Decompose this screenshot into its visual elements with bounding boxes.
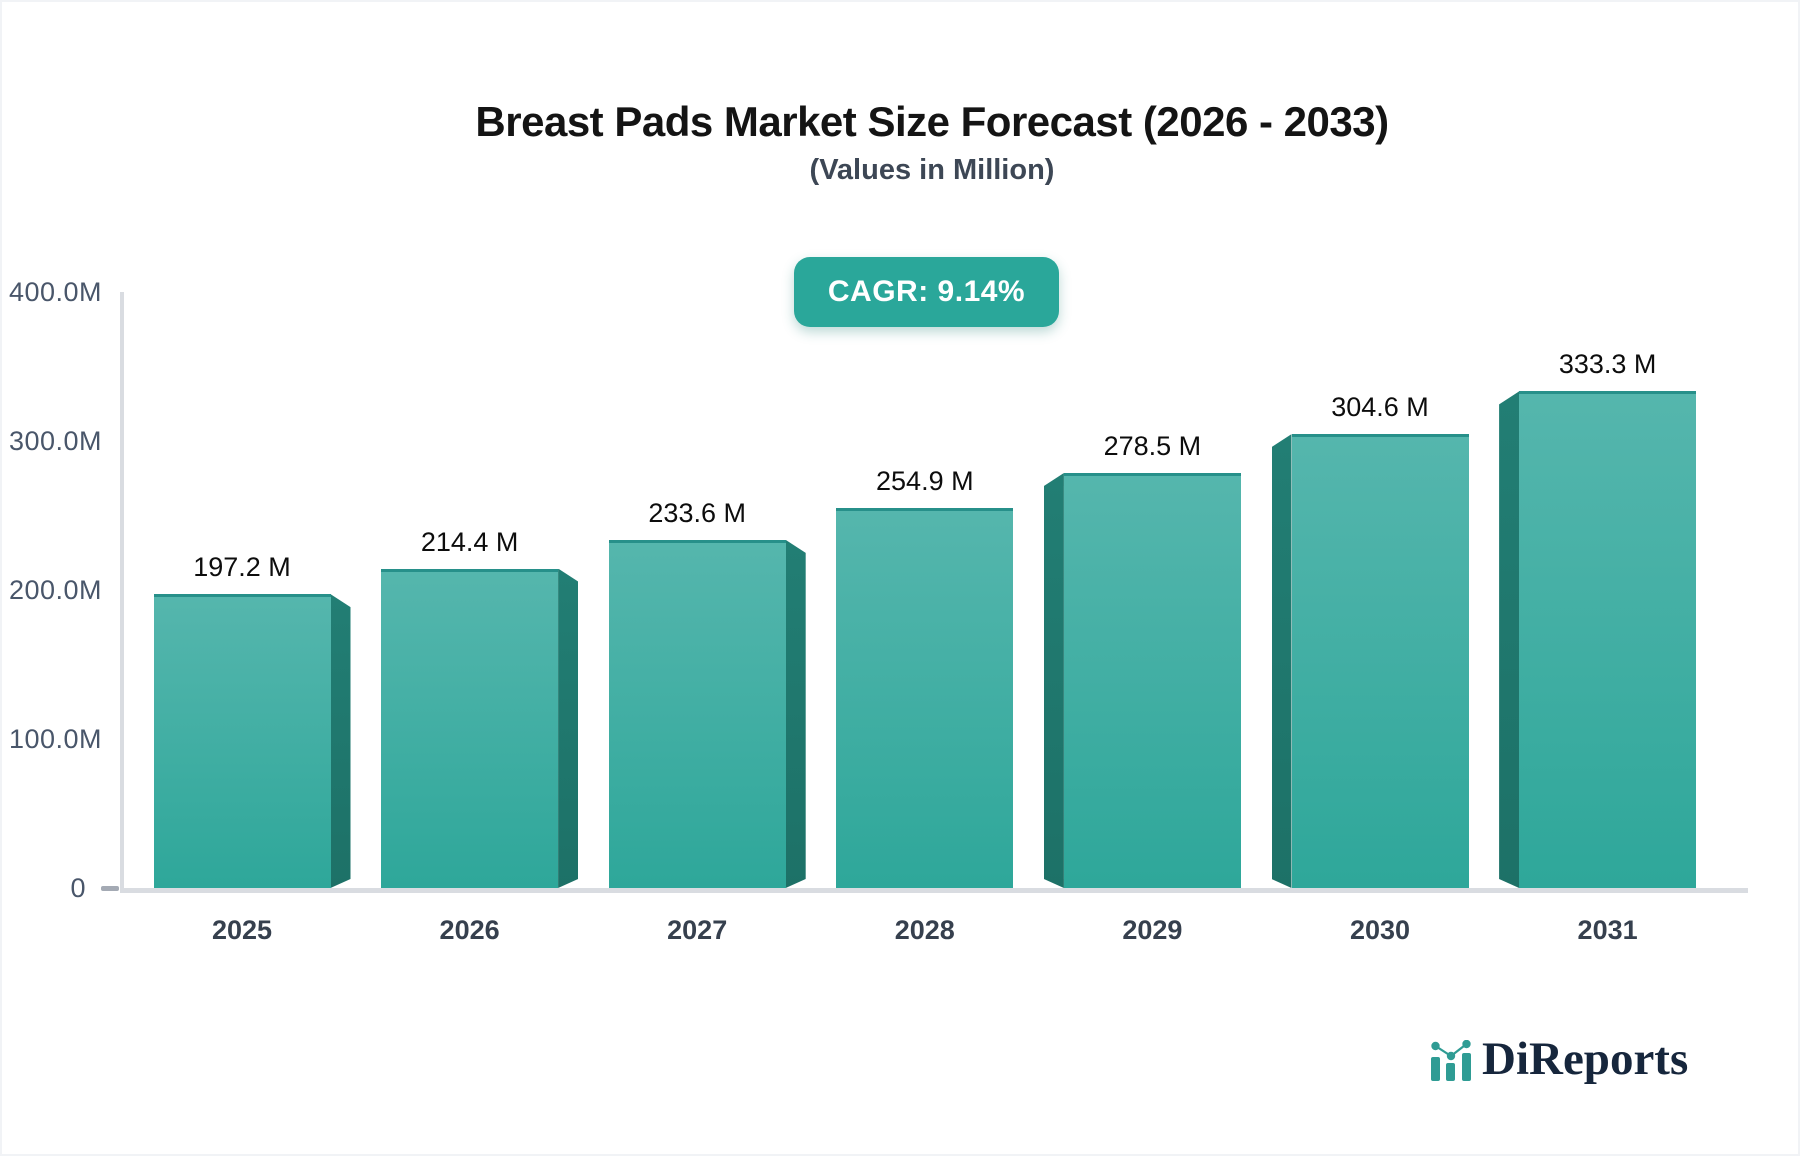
bar: [1291, 434, 1469, 888]
bar-value-label: 278.5 M: [1103, 431, 1202, 462]
x-axis-category-label: 2027: [667, 915, 728, 945]
y-tick-label: 200.0M: [8, 575, 102, 605]
direports-logo: DiReports: [1430, 1036, 1688, 1083]
chart-title: Breast Pads Market Size Forecast (2026 -…: [475, 98, 1389, 145]
bar: [153, 594, 331, 888]
bar-3d-side: [331, 594, 351, 888]
y-tick-label: 300.0M: [8, 426, 102, 456]
bar: [836, 508, 1014, 888]
cagr-badge: CAGR: 9.14%: [794, 257, 1059, 327]
mini-bar-line-chart-icon: [1431, 1040, 1471, 1081]
y-tick-label: 400.0M: [8, 277, 102, 307]
x-axis-origin-tick: [101, 886, 119, 891]
bar-value-label: 333.3 M: [1558, 349, 1657, 380]
bar-value-label: 233.6 M: [648, 497, 746, 528]
chart-subtitle: (Values in Million): [809, 154, 1055, 186]
bar-value-label: 304.6 M: [1331, 392, 1429, 423]
y-axis-line: [120, 292, 124, 889]
x-axis-category-label: 2029: [1122, 915, 1183, 945]
bar-3d-side: [786, 540, 806, 888]
x-axis-category-label: 2025: [211, 915, 273, 945]
bar-value-label: 254.9 M: [876, 466, 974, 497]
bar: [381, 568, 559, 888]
bar: [608, 539, 786, 888]
x-axis-category-label: 2031: [1577, 915, 1638, 945]
x-axis-line: [120, 888, 1748, 893]
bar-3d-side: [1499, 391, 1519, 888]
x-axis-category-label: 2030: [1349, 915, 1411, 945]
x-axis-category-label: 2028: [894, 915, 955, 945]
x-axis-category-label: 2026: [439, 915, 500, 945]
bar-3d-side: [558, 569, 578, 888]
y-tick-label: 0: [70, 873, 86, 903]
bar-value-label: 197.2 M: [193, 552, 291, 583]
bar: [1519, 391, 1697, 888]
bar-3d-side: [1272, 434, 1292, 888]
bar-3d-side: [1044, 473, 1064, 888]
cagr-badge-label: CAGR: 9.14%: [827, 275, 1026, 308]
y-tick-label: 100.0M: [8, 724, 102, 754]
bar: [1063, 473, 1241, 888]
logo-text: DiReports: [1482, 1033, 1689, 1085]
bar-value-label: 214.4 M: [420, 526, 519, 557]
